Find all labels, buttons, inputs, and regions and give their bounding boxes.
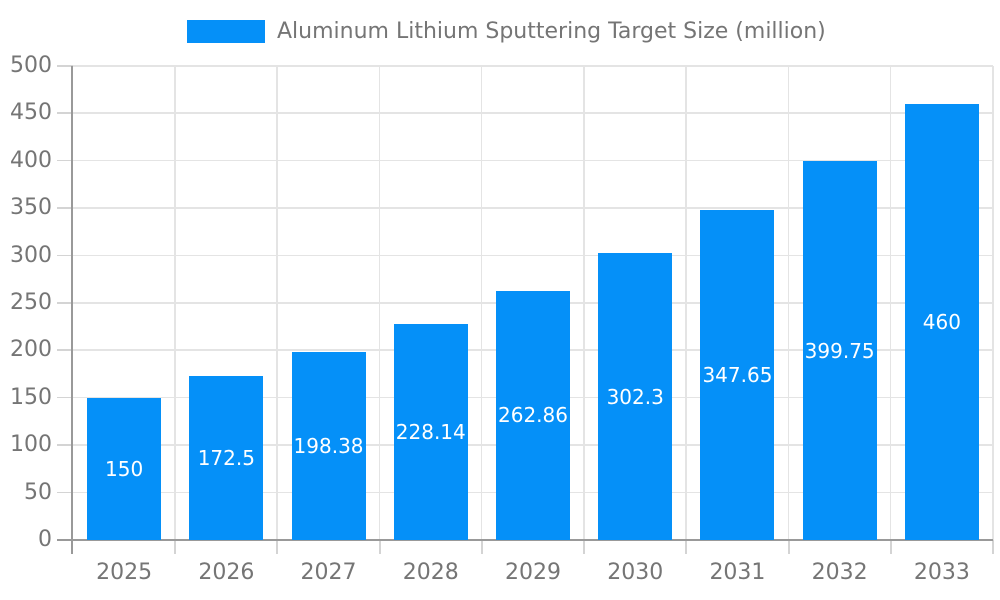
y-axis-line <box>71 66 73 554</box>
x-axis-tick <box>174 540 177 554</box>
x-axis-label: 2030 <box>607 560 664 585</box>
y-axis-label: 350 <box>10 195 52 221</box>
x-axis-label: 2032 <box>811 560 868 585</box>
legend-swatch <box>187 20 265 43</box>
bar <box>598 253 673 540</box>
bar-value-label: 228.14 <box>395 419 466 444</box>
bar-value-label: 460 <box>922 309 961 334</box>
x-axis-tick <box>787 540 790 554</box>
y-axis-label: 250 <box>10 290 52 315</box>
gridline-vertical <box>378 66 381 540</box>
gridline-vertical <box>276 66 278 540</box>
y-axis-tick <box>57 112 73 114</box>
gridline-vertical <box>174 66 176 540</box>
gridline-vertical <box>685 66 687 540</box>
y-axis-tick <box>57 349 73 351</box>
gridline-vertical <box>992 66 994 540</box>
x-axis-tick <box>889 540 892 554</box>
x-axis-tick <box>378 540 381 554</box>
y-axis-tick <box>57 302 73 304</box>
gridline-horizontal <box>73 254 993 257</box>
gridline-horizontal <box>73 159 993 162</box>
gridline-horizontal <box>73 65 993 67</box>
y-axis-tick <box>57 159 73 162</box>
gridline-vertical <box>583 66 585 540</box>
x-axis-tick <box>583 540 586 554</box>
bar-value-label: 198.38 <box>293 433 364 458</box>
y-axis-label: 300 <box>10 242 52 268</box>
bar <box>802 161 877 540</box>
chart-legend: Aluminum Lithium Sputtering Target Size … <box>187 20 826 43</box>
y-axis-label: 150 <box>10 384 52 410</box>
y-axis-tick <box>57 254 73 257</box>
y-axis-label: 100 <box>10 432 52 458</box>
x-axis-tick <box>480 540 483 554</box>
y-axis-tick <box>57 444 73 446</box>
bar <box>700 210 775 540</box>
bar-value-label: 172.5 <box>197 446 255 471</box>
x-axis-tick <box>992 540 994 554</box>
bar-value-label: 150 <box>105 456 144 481</box>
bar <box>393 323 468 540</box>
y-axis-label: 400 <box>10 147 52 173</box>
bar-value-label: 302.3 <box>606 384 664 409</box>
legend-label: Aluminum Lithium Sputtering Target Size … <box>277 19 826 44</box>
x-axis-tick <box>276 540 279 554</box>
gridline-vertical <box>889 66 892 540</box>
y-axis-label: 50 <box>24 479 52 505</box>
bar-value-label: 262.86 <box>498 403 568 428</box>
x-axis-label: 2028 <box>402 560 459 585</box>
y-axis-label: 0 <box>38 527 52 552</box>
x-axis-tick <box>685 540 688 554</box>
x-axis-label: 2033 <box>913 560 970 585</box>
x-axis-label: 2029 <box>504 560 561 585</box>
y-axis-label: 500 <box>10 53 52 78</box>
bar <box>291 351 366 540</box>
x-axis-line <box>57 539 993 541</box>
gridline-horizontal <box>73 207 993 209</box>
bar <box>189 376 264 540</box>
x-axis-label: 2027 <box>300 560 357 585</box>
bar-value-label: 399.75 <box>804 338 875 363</box>
x-axis-label: 2025 <box>96 560 153 585</box>
x-axis-label: 2031 <box>709 560 766 585</box>
bar <box>87 397 162 540</box>
y-axis-label: 200 <box>10 337 52 363</box>
y-axis-label: 450 <box>10 100 52 126</box>
gridline-vertical <box>787 66 790 540</box>
y-axis-tick <box>57 65 73 67</box>
bar <box>496 290 570 540</box>
bar-value-label: 347.65 <box>702 363 773 388</box>
x-axis-label: 2026 <box>198 560 255 585</box>
y-axis-tick <box>57 396 73 399</box>
y-axis-tick <box>57 491 73 494</box>
gridline-vertical <box>480 66 483 540</box>
gridline-horizontal <box>73 112 993 114</box>
y-axis-tick <box>57 207 73 209</box>
bar <box>904 103 979 540</box>
